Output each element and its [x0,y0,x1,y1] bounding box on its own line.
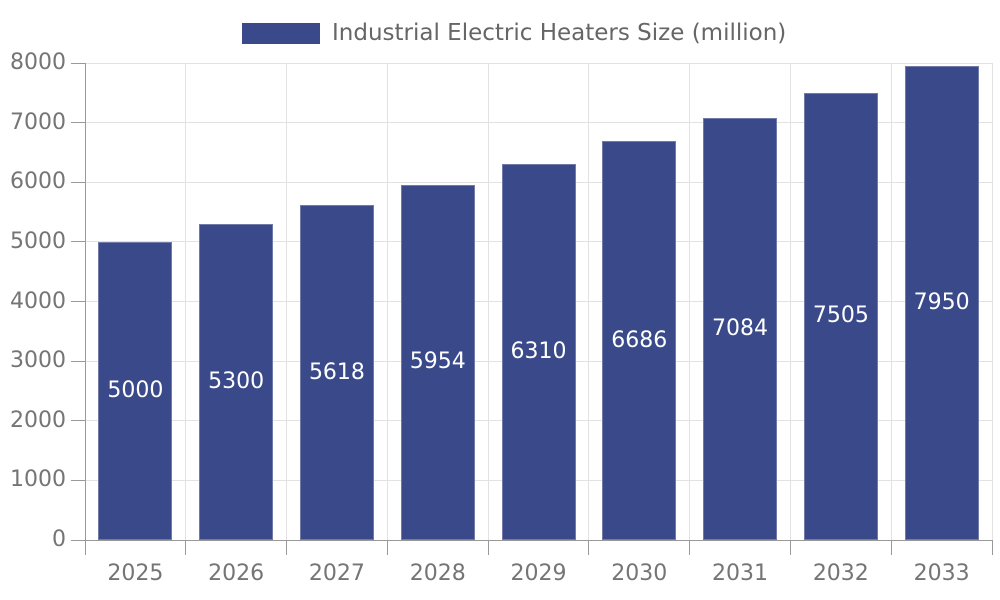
x-axis-tick [991,540,993,555]
y-axis-line [84,63,86,541]
bar-value-label: 7950 [913,289,970,315]
x-gridline [386,63,388,540]
chart-legend[interactable]: Industrial Electric Heaters Size (millio… [242,18,786,48]
x-gridline [286,63,288,540]
x-axis-tick [890,540,892,555]
x-axis-tick [84,540,86,555]
y-axis-tick [71,479,85,481]
y-axis-tick [71,360,85,362]
y-tick-label: 4000 [10,288,66,314]
x-tick-label: 2033 [913,561,970,586]
bar[interactable] [400,184,475,540]
bar-value-label: 6686 [611,327,668,353]
bar[interactable] [803,92,878,540]
bar[interactable] [98,241,173,540]
y-tick-label: 2000 [10,407,66,433]
y-axis-tick [71,181,85,183]
y-tick-label: 0 [52,527,66,552]
bar-value-label: 5000 [107,377,164,403]
x-tick-label: 2032 [812,561,869,586]
y-gridline [85,62,992,64]
x-gridline [185,63,187,540]
y-axis-tick [71,420,85,422]
y-tick-label: 3000 [10,348,66,374]
bar[interactable] [904,65,979,540]
x-axis-tick [286,540,288,555]
x-tick-label: 2030 [611,561,668,586]
x-gridline [588,63,590,540]
y-axis-tick [71,62,85,64]
bar-value-label: 7505 [812,303,869,329]
x-axis-tick [185,540,187,555]
y-tick-label: 8000 [10,50,66,75]
x-gridline [890,63,892,540]
bar-value-label: 5300 [208,368,265,394]
x-tick-label: 2029 [510,561,567,586]
legend-label: Industrial Electric Heaters Size (millio… [332,20,787,46]
y-axis-tick [71,301,85,302]
x-axis-tick [789,540,791,555]
y-axis-tick [71,539,85,541]
y-gridline [85,122,992,124]
bar[interactable] [501,163,576,540]
bar[interactable] [703,117,778,540]
x-gridline [689,63,691,540]
y-tick-label: 5000 [10,228,66,254]
x-axis-tick [386,540,388,555]
x-tick-label: 2025 [107,561,164,586]
x-axis-tick [588,540,590,555]
x-gridline [487,63,489,540]
bar[interactable] [299,205,374,540]
legend-swatch-icon [242,22,320,44]
x-tick-label: 2027 [308,561,365,586]
bar-value-label: 7084 [712,315,769,341]
y-axis-tick [71,241,85,243]
y-axis-tick [71,122,85,124]
x-tick-label: 2028 [409,561,466,586]
x-gridline [991,63,993,540]
bar[interactable] [602,141,677,540]
x-axis-tick [487,540,489,555]
x-tick-label: 2031 [712,561,769,586]
bar-value-label: 5618 [308,359,365,385]
x-axis-tick [689,540,691,555]
x-tick-label: 2026 [208,561,265,586]
bar[interactable] [199,223,274,540]
bar-value-label: 6310 [510,338,567,364]
bar-value-label: 5954 [409,349,466,375]
y-tick-label: 7000 [10,109,66,135]
y-tick-label: 6000 [10,169,66,195]
x-gridline [789,63,791,540]
y-tick-label: 1000 [10,467,66,493]
x-axis-line [85,539,992,541]
